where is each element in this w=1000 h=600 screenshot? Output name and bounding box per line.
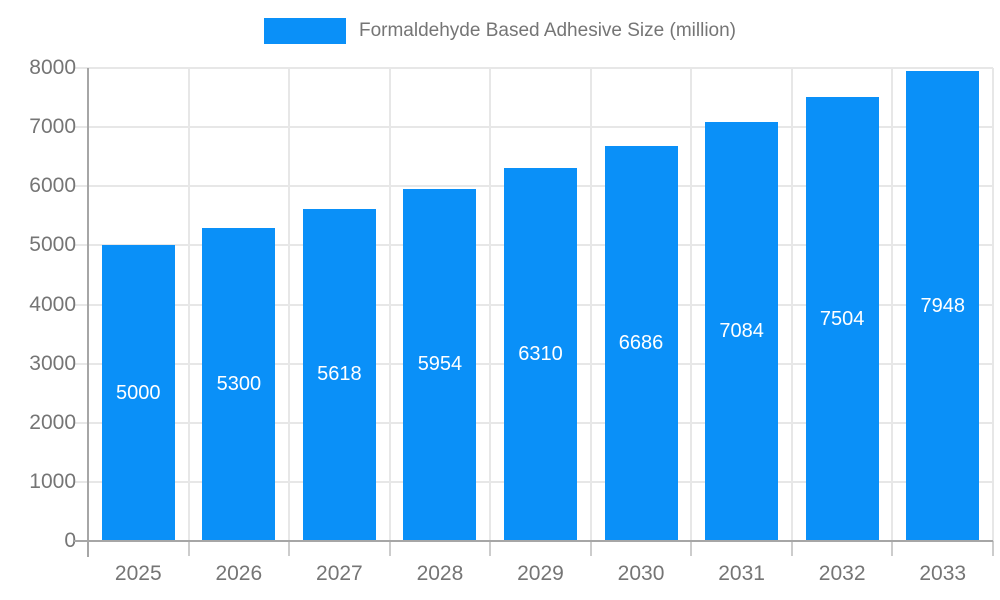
- x-tick-label: 2029: [517, 562, 564, 585]
- gridline-vertical: [992, 68, 994, 541]
- bar-value-label: 7084: [719, 320, 764, 343]
- x-axis-tick: [288, 541, 291, 556]
- gridline-vertical: [388, 68, 391, 541]
- gridline-vertical: [790, 68, 793, 541]
- y-tick-label: 5000: [29, 233, 76, 257]
- y-axis-tick: [74, 244, 88, 247]
- y-tick-label: 4000: [29, 292, 76, 316]
- x-tick-label: 2027: [316, 562, 363, 585]
- y-tick-label: 7000: [29, 115, 76, 139]
- x-axis-tick: [388, 541, 391, 556]
- y-axis-tick: [74, 67, 88, 69]
- gridline-horizontal: [88, 126, 993, 129]
- x-axis-tick: [891, 541, 894, 556]
- bar-value-label: 6310: [518, 342, 563, 365]
- x-axis-tick: [489, 541, 492, 556]
- x-tick-label: 2033: [919, 562, 967, 585]
- y-tick-label: 2000: [29, 410, 76, 434]
- bar: 6310: [504, 167, 577, 541]
- gridline-vertical: [589, 68, 592, 541]
- y-axis-tick: [74, 185, 88, 188]
- x-axis-tick: [187, 541, 190, 556]
- x-tick-label: 2026: [215, 562, 263, 585]
- gridline-horizontal: [88, 67, 993, 69]
- gridline-vertical: [891, 68, 894, 541]
- bar: 6686: [604, 145, 678, 541]
- bar-value-label: 7948: [920, 294, 965, 317]
- gridline-vertical: [690, 68, 693, 541]
- bar-value-label: 6686: [618, 331, 664, 354]
- bar: 5300: [202, 227, 276, 541]
- x-tick-label: 2032: [818, 562, 866, 585]
- bar-value-label: 7504: [819, 307, 865, 330]
- x-axis-tick: [992, 541, 994, 556]
- legend-item[interactable]: Formaldehyde Based Adhesive Size (millio…: [263, 18, 736, 44]
- bar-value-label: 5954: [417, 353, 463, 376]
- y-tick-label: 6000: [29, 174, 76, 198]
- y-tick-label: 0: [64, 529, 76, 552]
- gridline-vertical: [187, 68, 190, 541]
- y-axis-tick: [74, 480, 88, 483]
- x-tick-label: 2025: [114, 562, 162, 585]
- bar-value-label: 5300: [216, 372, 262, 395]
- gridline-vertical: [489, 68, 492, 541]
- x-axis-line: [74, 540, 993, 542]
- x-axis-tick: [790, 541, 793, 556]
- y-axis-tick: [74, 303, 88, 306]
- bar: 5954: [403, 188, 477, 541]
- y-axis-tick: [74, 362, 88, 365]
- bar: 7084: [705, 122, 779, 541]
- bar: 5618: [302, 208, 376, 541]
- x-tick-label: 2028: [416, 562, 464, 585]
- bar-value-label: 5000: [116, 381, 161, 404]
- bar: 7504: [805, 97, 879, 541]
- gridline-vertical: [288, 68, 291, 541]
- y-tick-label: 3000: [29, 351, 76, 375]
- bar-value-label: 5618: [317, 363, 362, 386]
- x-tick-label: 2031: [718, 562, 765, 585]
- y-axis-line: [87, 68, 89, 557]
- legend-swatch-icon: [263, 18, 346, 44]
- y-axis-tick: [74, 126, 88, 129]
- y-tick-label: 1000: [29, 469, 76, 493]
- x-axis-tick: [589, 541, 592, 556]
- y-tick-label: 8000: [29, 56, 76, 79]
- legend-label: Formaldehyde Based Adhesive Size (millio…: [358, 20, 736, 41]
- x-tick-label: 2030: [617, 562, 665, 585]
- bar: 7948: [906, 71, 980, 541]
- bar: 5000: [101, 245, 175, 541]
- legend: Formaldehyde Based Adhesive Size (millio…: [0, 14, 1000, 48]
- x-axis-tick: [690, 541, 693, 556]
- y-axis-tick: [74, 421, 88, 424]
